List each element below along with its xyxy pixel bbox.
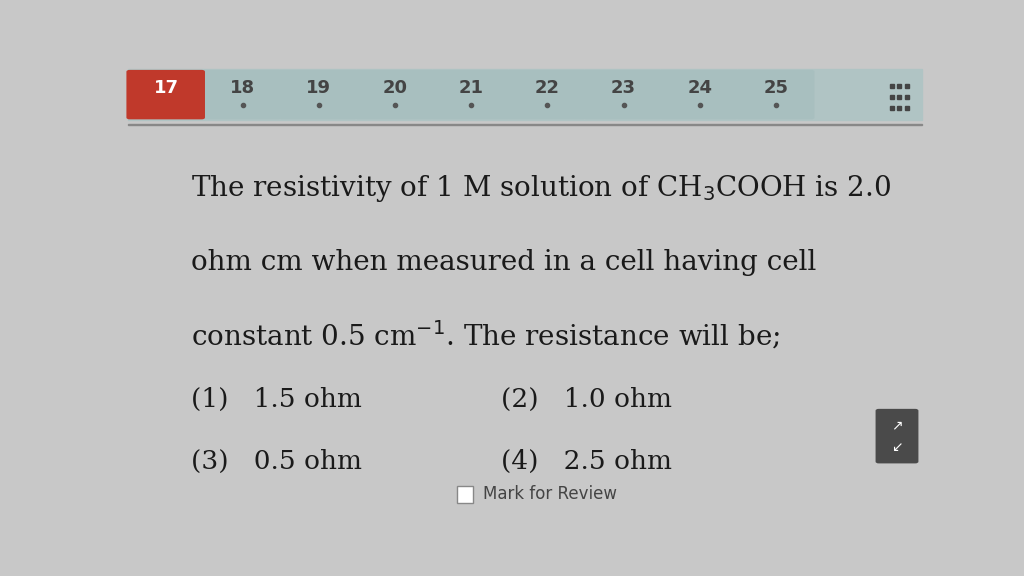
Text: 22: 22 <box>535 79 560 97</box>
Text: 21: 21 <box>459 79 483 97</box>
Text: constant 0.5 cm$^{-1}$. The resistance will be;: constant 0.5 cm$^{-1}$. The resistance w… <box>191 319 780 351</box>
FancyBboxPatch shape <box>355 70 433 119</box>
Text: Mark for Review: Mark for Review <box>482 486 616 503</box>
FancyBboxPatch shape <box>507 70 586 119</box>
FancyBboxPatch shape <box>126 70 205 119</box>
Text: (1)   1.5 ohm: (1) 1.5 ohm <box>191 387 362 412</box>
Text: (2)   1.0 ohm: (2) 1.0 ohm <box>501 387 672 412</box>
FancyBboxPatch shape <box>203 70 282 119</box>
Text: 25: 25 <box>764 79 788 97</box>
Text: ↙: ↙ <box>891 441 903 454</box>
Bar <box>128 124 922 126</box>
Bar <box>458 486 473 503</box>
Text: 23: 23 <box>611 79 636 97</box>
Text: (3)   0.5 ohm: (3) 0.5 ohm <box>191 449 362 474</box>
Text: ohm cm when measured in a cell having cell: ohm cm when measured in a cell having ce… <box>191 249 817 275</box>
Text: 20: 20 <box>383 79 408 97</box>
Bar <box>128 69 922 120</box>
Text: 18: 18 <box>230 79 255 97</box>
Text: ↗: ↗ <box>891 418 903 432</box>
Text: 24: 24 <box>687 79 713 97</box>
Text: 17: 17 <box>154 79 179 97</box>
FancyBboxPatch shape <box>736 70 814 119</box>
FancyBboxPatch shape <box>431 70 510 119</box>
FancyBboxPatch shape <box>279 70 357 119</box>
FancyBboxPatch shape <box>584 70 663 119</box>
FancyBboxPatch shape <box>659 70 738 119</box>
Text: 19: 19 <box>306 79 332 97</box>
Text: (4)   2.5 ohm: (4) 2.5 ohm <box>501 449 672 474</box>
FancyBboxPatch shape <box>876 409 919 464</box>
Text: The resistivity of 1 M solution of CH$_3$COOH is 2.0: The resistivity of 1 M solution of CH$_3… <box>191 173 892 204</box>
